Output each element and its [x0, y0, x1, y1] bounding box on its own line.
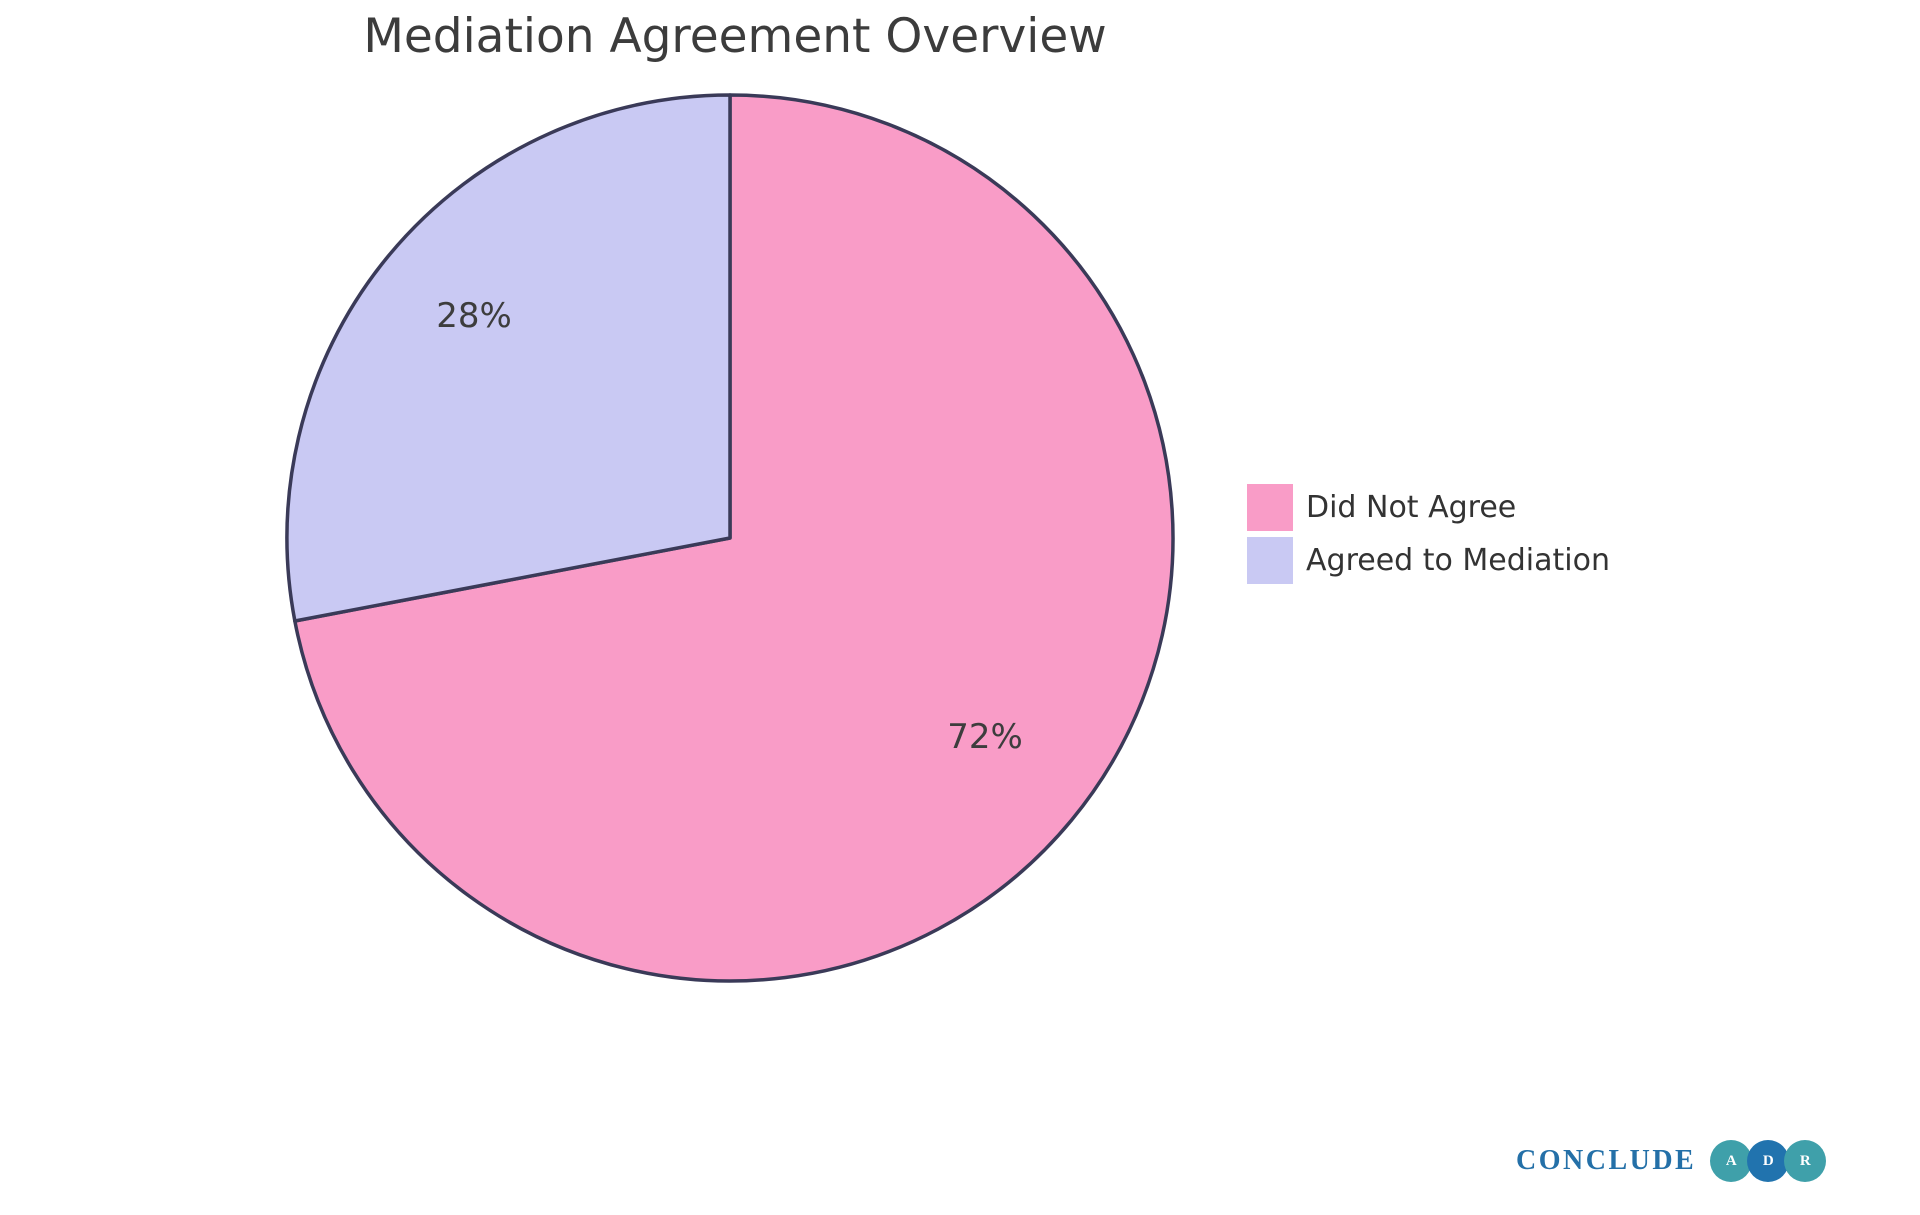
- legend-swatch-did-not-agree: [1247, 484, 1293, 531]
- conclude-adr-logo: CONCLUDE A D R: [1516, 1140, 1827, 1182]
- logo-badge-d: D: [1747, 1140, 1790, 1182]
- logo-badge-r: R: [1784, 1140, 1827, 1182]
- logo-badges: A D R: [1710, 1140, 1827, 1182]
- pie-svg: [285, 93, 1175, 983]
- slice-value-label-did-not-agree: 72%: [947, 717, 1023, 757]
- logo-badge-a: A: [1710, 1140, 1753, 1182]
- pie-slice-agreed-to-mediation[interactable]: [285, 93, 732, 623]
- pie-chart: [282, 90, 1178, 986]
- legend-label-agreed-to-mediation: Agreed to Mediation: [1306, 543, 1610, 578]
- slice-value-label-agreed-to-mediation: 28%: [436, 296, 512, 336]
- legend-swatch-agreed-to-mediation: [1247, 537, 1293, 584]
- legend-item-did-not-agree[interactable]: Did Not Agree: [1247, 484, 1610, 531]
- pie-slice-did-not-agree[interactable]: [293, 93, 1175, 983]
- chart-title: Mediation Agreement Overview: [363, 9, 1107, 64]
- legend: Did Not Agree Agreed to Mediation: [1247, 484, 1610, 584]
- legend-item-agreed-to-mediation[interactable]: Agreed to Mediation: [1247, 537, 1610, 584]
- logo-wordmark: CONCLUDE: [1516, 1145, 1697, 1176]
- legend-label-did-not-agree: Did Not Agree: [1306, 490, 1517, 525]
